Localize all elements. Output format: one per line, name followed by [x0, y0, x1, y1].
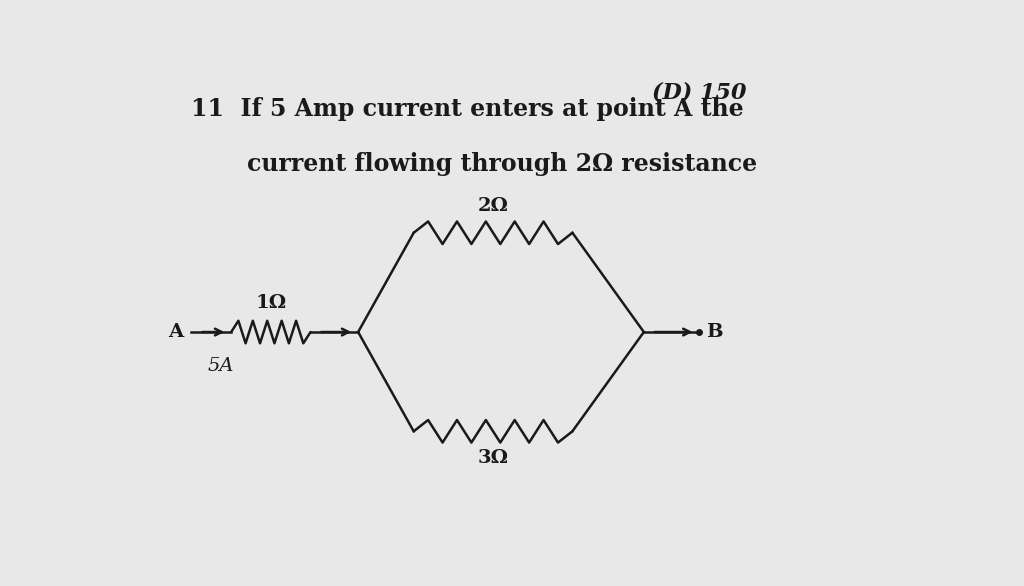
Text: 1Ω: 1Ω [255, 294, 287, 312]
Text: 2Ω: 2Ω [477, 197, 509, 214]
Text: 3Ω: 3Ω [477, 449, 509, 468]
Text: 11  If 5 Amp current enters at point A the: 11 If 5 Amp current enters at point A th… [191, 97, 744, 121]
Text: B: B [706, 323, 722, 341]
Text: (D) 150: (D) 150 [652, 81, 746, 104]
Text: 5A: 5A [207, 357, 233, 375]
Text: current flowing through 2Ω resistance: current flowing through 2Ω resistance [247, 152, 757, 176]
Text: A: A [168, 323, 183, 341]
